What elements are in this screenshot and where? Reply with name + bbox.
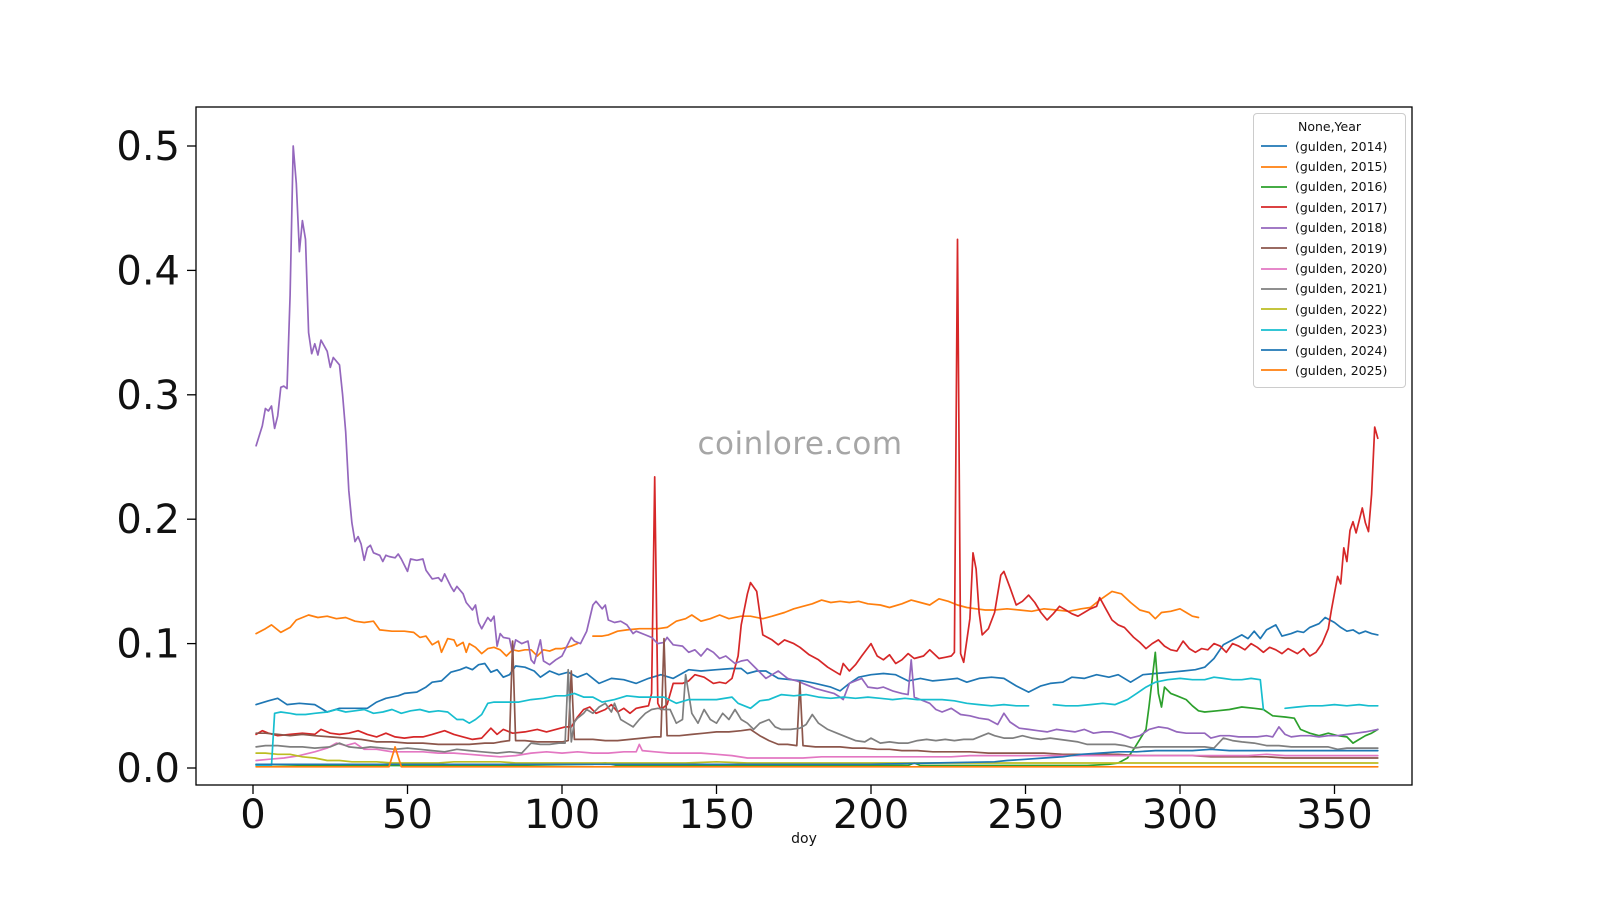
legend-entry-label: (gulden, 2014) bbox=[1295, 138, 1388, 154]
legend-line-swatch bbox=[1261, 349, 1287, 351]
y-tick-label: 0.4 bbox=[116, 248, 180, 294]
legend-entry-label: (gulden, 2020) bbox=[1295, 261, 1388, 277]
legend-entry-label: (gulden, 2023) bbox=[1295, 322, 1388, 338]
legend: None,Year (gulden, 2014) (gulden, 2015) (g… bbox=[1253, 113, 1406, 388]
x-tick-label: 300 bbox=[1142, 792, 1218, 838]
series-line bbox=[255, 238, 1379, 741]
x-tick-label: 250 bbox=[987, 792, 1063, 838]
y-tick-label: 0.3 bbox=[116, 373, 180, 419]
x-tick-label: 200 bbox=[833, 792, 909, 838]
legend-entry: (gulden, 2018) bbox=[1260, 218, 1399, 238]
legend-line-swatch bbox=[1261, 288, 1287, 290]
series-line bbox=[1284, 703, 1379, 710]
legend-line-swatch bbox=[1261, 165, 1287, 168]
legend-entries: (gulden, 2014) (gulden, 2015) (gulden, 201… bbox=[1260, 136, 1399, 381]
series-line bbox=[255, 614, 579, 657]
x-tick-label: 350 bbox=[1296, 792, 1372, 838]
x-tick-label: 150 bbox=[678, 792, 754, 838]
legend-title: None,Year bbox=[1297, 119, 1362, 134]
legend-line-swatch bbox=[1261, 247, 1287, 250]
y-tick-label: 0.1 bbox=[116, 622, 180, 668]
series-line bbox=[255, 692, 1030, 767]
watermark: coinlore.com bbox=[697, 426, 903, 462]
legend-entry-label: (gulden, 2022) bbox=[1295, 301, 1388, 317]
x-tick-label: 100 bbox=[524, 792, 600, 838]
legend-line-swatch bbox=[1261, 186, 1287, 188]
series-line bbox=[255, 616, 1379, 713]
series-line bbox=[255, 748, 1379, 766]
legend-entry: (gulden, 2019) bbox=[1260, 238, 1399, 258]
x-tick-label: 50 bbox=[382, 792, 433, 838]
series-line bbox=[1052, 676, 1265, 711]
legend-entry-label: (gulden, 2015) bbox=[1295, 159, 1388, 175]
legend-line-swatch bbox=[1261, 328, 1287, 331]
legend-entry-label: (gulden, 2016) bbox=[1295, 179, 1388, 195]
x-tick-label: 0 bbox=[240, 792, 265, 838]
legend-line-swatch bbox=[1261, 369, 1287, 372]
legend-entry-label: (gulden, 2017) bbox=[1295, 199, 1388, 215]
legend-line-swatch bbox=[1261, 226, 1287, 229]
legend-entry-label: (gulden, 2019) bbox=[1295, 240, 1388, 256]
y-tick-label: 0.0 bbox=[116, 746, 180, 792]
legend-entry: (gulden, 2016) bbox=[1260, 177, 1399, 197]
legend-entry: (gulden, 2014) bbox=[1260, 136, 1399, 156]
legend-line-swatch bbox=[1261, 145, 1287, 148]
series-line bbox=[255, 746, 1379, 768]
legend-line-swatch bbox=[1261, 267, 1287, 270]
series-line bbox=[255, 651, 1379, 767]
legend-entry: (gulden, 2025) bbox=[1260, 360, 1399, 380]
legend-line-swatch bbox=[1261, 206, 1287, 209]
plot-border bbox=[195, 106, 1413, 786]
legend-entry: (gulden, 2015) bbox=[1260, 156, 1399, 176]
series-line bbox=[255, 668, 1379, 754]
legend-entry-label: (gulden, 2021) bbox=[1295, 281, 1388, 297]
series-line bbox=[592, 590, 1200, 637]
legend-entry: (gulden, 2017) bbox=[1260, 197, 1399, 217]
series-line bbox=[255, 742, 1379, 762]
y-tick-label: 0.2 bbox=[116, 497, 180, 543]
series-line bbox=[255, 637, 1379, 759]
series-line bbox=[255, 752, 1379, 764]
legend-entry: (gulden, 2023) bbox=[1260, 320, 1399, 340]
legend-entry-label: (gulden, 2025) bbox=[1295, 362, 1388, 378]
legend-entry: (gulden, 2021) bbox=[1260, 279, 1399, 299]
legend-entry-label: (gulden, 2024) bbox=[1295, 342, 1388, 358]
legend-entry-label: (gulden, 2018) bbox=[1295, 220, 1388, 236]
y-tick-label: 0.5 bbox=[116, 124, 180, 170]
legend-entry: (gulden, 2020) bbox=[1260, 258, 1399, 278]
legend-line-swatch bbox=[1261, 308, 1287, 311]
x-axis-label: doy bbox=[791, 831, 817, 847]
legend-entry: (gulden, 2022) bbox=[1260, 299, 1399, 319]
series-line bbox=[255, 145, 1379, 739]
legend-entry: (gulden, 2024) bbox=[1260, 340, 1399, 360]
